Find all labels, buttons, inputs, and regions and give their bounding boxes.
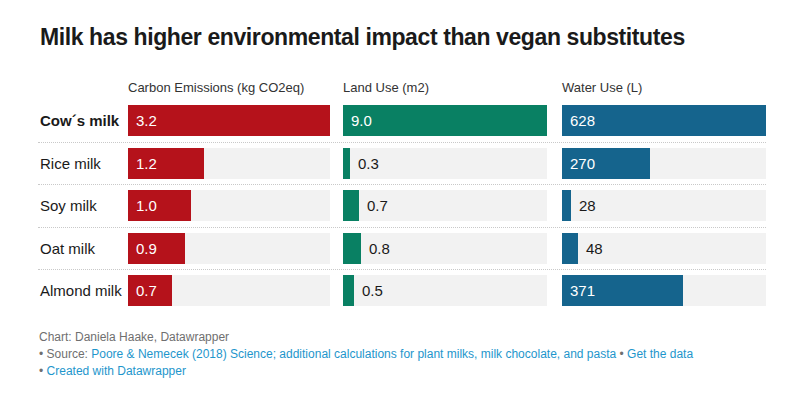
bar	[343, 275, 354, 306]
value-label: 1.0	[136, 190, 157, 221]
column-header: Water Use (L)	[562, 80, 642, 95]
byline-line: Chart: Daniela Haake, Datawrapper	[39, 329, 693, 346]
bar-track: 0.8	[343, 233, 547, 264]
dot-separator: •	[620, 347, 624, 361]
value-label: 0.7	[367, 190, 388, 221]
row-label: Rice milk	[40, 148, 101, 179]
value-label: 28	[579, 190, 596, 221]
bar	[562, 233, 578, 264]
byline: Chart: Daniela Haake, Datawrapper	[39, 330, 229, 344]
bar-track: 371	[562, 275, 766, 306]
bar-track: 1.0	[128, 190, 330, 221]
bar-track: 0.7	[343, 190, 547, 221]
bar-track: 0.9	[128, 233, 330, 264]
value-label: 48	[586, 233, 603, 264]
bar-track: 0.3	[343, 148, 547, 179]
value-label: 0.7	[136, 275, 157, 306]
row-separator	[38, 142, 766, 143]
row-separator	[38, 227, 766, 228]
row-label: Oat milk	[40, 233, 95, 264]
column-header: Land Use (m2)	[343, 80, 429, 95]
bar-track: 9.0	[343, 105, 547, 136]
value-label: 371	[570, 275, 595, 306]
bar-track: 270	[562, 148, 766, 179]
bar	[343, 148, 350, 179]
column-header: Carbon Emissions (kg CO2eq)	[128, 80, 304, 95]
bar	[343, 105, 547, 136]
created-line: • Created with Datawrapper	[39, 363, 693, 380]
value-label: 0.5	[362, 275, 383, 306]
value-label: 1.2	[136, 148, 157, 179]
row-label: Soy milk	[40, 190, 97, 221]
bar-track: 3.2	[128, 105, 330, 136]
row-label: Cow´s milk	[40, 105, 119, 136]
get-data-link[interactable]: Get the data	[627, 347, 693, 361]
row-separator	[38, 184, 766, 185]
bar	[343, 190, 359, 221]
source-label: Source:	[47, 347, 88, 361]
row-label: Almond milk	[40, 275, 122, 306]
bar-track: 48	[562, 233, 766, 264]
bar-track: 0.7	[128, 275, 330, 306]
value-label: 0.3	[358, 148, 379, 179]
source-link[interactable]: Poore & Nemecek (2018) Science; addition…	[91, 347, 616, 361]
value-label: 0.9	[136, 233, 157, 264]
bar-track: 28	[562, 190, 766, 221]
value-label: 3.2	[136, 105, 157, 136]
chart-footer: Chart: Daniela Haake, Datawrapper • Sour…	[39, 329, 693, 380]
bar	[343, 233, 361, 264]
source-line: • Source: Poore & Nemecek (2018) Science…	[39, 346, 693, 363]
chart-container: Milk has higher environmental impact tha…	[0, 0, 800, 400]
row-separator	[38, 269, 766, 270]
value-label: 628	[570, 105, 595, 136]
bar	[128, 105, 330, 136]
value-label: 0.8	[369, 233, 390, 264]
created-with-datawrapper-link[interactable]: Created with Datawrapper	[47, 364, 186, 378]
bar	[562, 190, 571, 221]
bar-track: 1.2	[128, 148, 330, 179]
value-label: 270	[570, 148, 595, 179]
bar-track: 0.5	[343, 275, 547, 306]
value-label: 9.0	[351, 105, 372, 136]
chart-title: Milk has higher environmental impact tha…	[40, 24, 685, 51]
bar-track: 628	[562, 105, 766, 136]
bullet: •	[39, 364, 43, 378]
bullet: •	[39, 347, 43, 361]
